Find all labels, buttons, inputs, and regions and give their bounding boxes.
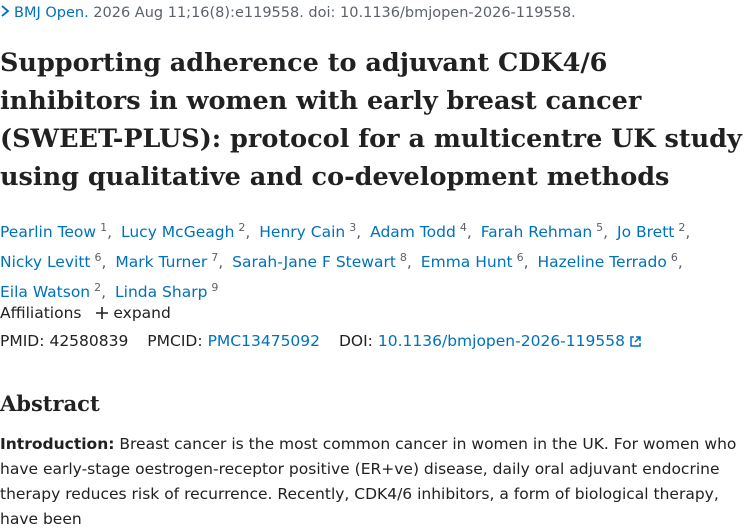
author: Mark Turner 7: [115, 251, 227, 272]
affiliation-number: 6: [670, 251, 678, 265]
affiliation-number: 6: [94, 251, 102, 265]
author: Eila Watson 2: [0, 281, 110, 302]
author-link[interactable]: Farah Rehman: [480, 223, 593, 242]
plus-icon: [96, 307, 109, 319]
affiliation-number: 6: [516, 251, 524, 265]
author-link[interactable]: Emma Hunt: [420, 253, 513, 272]
author: Nicky Levitt 6: [0, 251, 110, 272]
affiliation-number: 4: [459, 221, 467, 234]
chevron-icon: [1, 5, 10, 17]
author-link[interactable]: Jo Brett: [617, 223, 675, 242]
author: Jo Brett 2: [617, 221, 694, 242]
affiliation-number: 1: [100, 221, 108, 234]
article-title: Supporting adherence to adjuvant CDK4/6 …: [0, 48, 742, 192]
expand-button[interactable]: expand: [96, 304, 171, 322]
author-link[interactable]: Mark Turner: [115, 253, 208, 272]
affiliation-number: 8: [399, 251, 407, 265]
author: Linda Sharp 9: [115, 281, 219, 302]
author: Farah Rehman 5: [480, 221, 612, 242]
author: Henry Cain 3: [259, 221, 365, 242]
doi: DOI: 10.1136/bmjopen-2026-119558: [339, 332, 642, 350]
journal-link[interactable]: BMJ Open.: [14, 5, 89, 21]
author: Emma Hunt 6: [420, 251, 533, 272]
author-link[interactable]: Linda Sharp: [115, 283, 208, 302]
author-link[interactable]: Eila Watson: [0, 283, 91, 302]
pmid: PMID: 42580839: [0, 332, 128, 350]
pmcid: PMCID: PMC13475092: [147, 332, 320, 350]
author: Adam Todd 4: [370, 221, 476, 242]
pmcid-label: PMCID:: [147, 332, 203, 350]
pmcid-link[interactable]: PMC13475092: [207, 332, 321, 350]
author-link[interactable]: Hazeline Terrado: [537, 253, 667, 272]
affiliation-number: 2: [94, 281, 102, 295]
author-link[interactable]: Pearlin Teow: [0, 223, 97, 242]
affiliation-number: 9: [211, 281, 219, 295]
affiliation-number: 2: [678, 221, 686, 234]
affiliation-number: 3: [349, 221, 357, 234]
external-link-icon: [630, 336, 641, 347]
expand-label: expand: [113, 304, 171, 322]
affiliations-label: Affiliations: [0, 304, 82, 322]
affiliation-number: 5: [596, 221, 604, 234]
author: Sarah-Jane F Stewart 8: [232, 251, 416, 272]
abstract-paragraph: Introduction: Breast cancer is the most …: [0, 432, 742, 532]
abstract-heading: Abstract: [0, 391, 100, 416]
page: Article {"citation": {"journal": "BMJ Op…: [0, 4, 745, 528]
author-link[interactable]: Lucy McGeagh: [120, 223, 235, 242]
doi-link[interactable]: 10.1136/bmjopen-2026-119558: [377, 332, 625, 350]
identifiers: PMID: 42580839 PMCID: PMC13475092 DOI: 10.1…: [0, 332, 656, 350]
affiliation-number: 2: [238, 221, 246, 234]
pmid-value: 42580839: [49, 332, 129, 350]
author: Hazeline Terrado 6: [537, 251, 686, 272]
author-link[interactable]: Adam Todd: [370, 223, 456, 242]
body: BMJ Open. 2026 Aug 11;16(8):e119558. doi…: [0, 4, 745, 528]
section-label: Introduction:: [0, 435, 115, 453]
author-link[interactable]: Henry Cain: [259, 223, 346, 242]
doi-label: DOI:: [338, 332, 373, 350]
pmid-label: PMID:: [0, 332, 45, 350]
section-text: Breast cancer is the most common cancer …: [0, 435, 737, 528]
affiliation-number: 7: [211, 251, 219, 265]
citation-details: 2026 Aug 11;16(8):e119558. doi: 10.1136/…: [93, 5, 576, 21]
citation: BMJ Open. 2026 Aug 11;16(8):e119558. doi…: [0, 4, 576, 21]
author: Lucy McGeagh 2: [120, 221, 254, 242]
affiliations: Affiliations expand: [0, 304, 171, 322]
author-link[interactable]: Sarah-Jane F Stewart: [232, 253, 396, 272]
author: Pearlin Teow 1: [0, 221, 116, 242]
author-link[interactable]: Nicky Levitt: [0, 253, 91, 272]
